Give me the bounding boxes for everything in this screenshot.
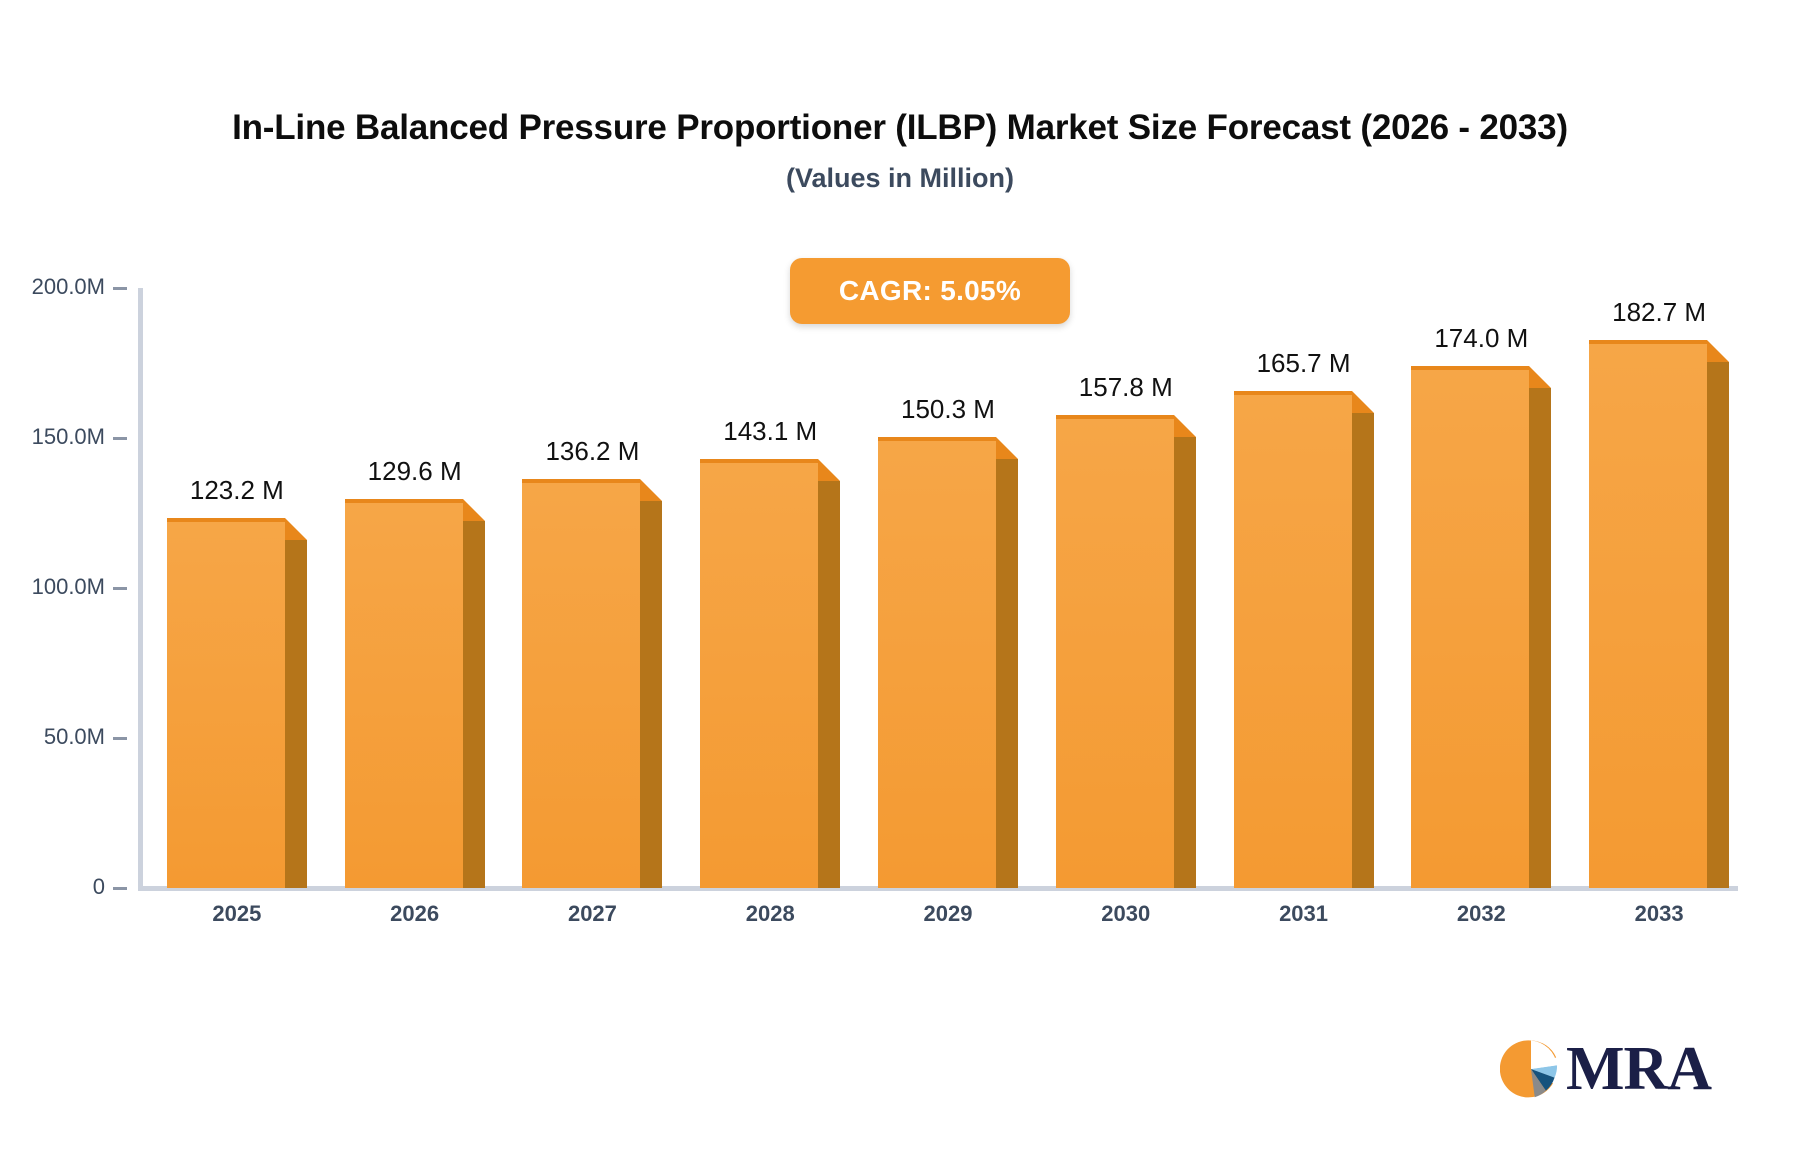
y-axis-tick-mark <box>113 437 127 440</box>
cagr-badge: CAGR: 5.05% <box>790 258 1070 324</box>
bar-front-face <box>878 437 996 888</box>
y-axis-tick-mark <box>113 887 127 890</box>
y-axis-tick-label: 100.0M <box>31 574 105 599</box>
bar-value-label: 136.2 M <box>545 436 640 467</box>
bar-top-face <box>818 458 841 481</box>
y-axis-tick-label: 200.0M <box>31 274 105 299</box>
bar-top-face <box>1351 390 1374 413</box>
bar-side-face <box>462 521 485 888</box>
y-axis-tick-label: 50.0M <box>43 724 105 749</box>
bar-front-face <box>1233 390 1352 888</box>
bar-2032[interactable]: 174.0 M <box>1411 323 1552 888</box>
x-axis-tick-label-2026: 2026 <box>390 901 440 926</box>
plot-area: 123.2 M 129.6 M 136.2 M 143.1 M 150.3 M 157.8… <box>138 288 1738 888</box>
bar-value-label: 150.3 M <box>901 394 995 425</box>
bar-side-face <box>284 540 307 888</box>
y-axis-tick-mark <box>113 287 127 290</box>
bar-2031[interactable]: 165.7 M <box>1233 348 1374 888</box>
mra-logo: MRA <box>1500 1035 1712 1103</box>
x-axis-tick-label-2025: 2025 <box>212 901 262 926</box>
bar-2025[interactable]: 123.2 M <box>166 475 307 888</box>
bar-front-face <box>522 479 641 888</box>
bar-2029[interactable]: 150.3 M <box>878 394 1018 888</box>
x-axis-tick-label-2027: 2027 <box>567 901 617 926</box>
bar-top-face <box>1173 414 1196 437</box>
bar-front-face <box>700 458 819 888</box>
bar-front-face <box>344 499 463 888</box>
bar-top-face <box>284 518 307 541</box>
x-axis-tick-label-2032: 2032 <box>1456 901 1506 926</box>
bar-side-face <box>818 480 841 888</box>
bar-side-face <box>1173 436 1196 888</box>
bar-top-face <box>462 499 485 522</box>
bar-front-face <box>1411 366 1530 888</box>
bar-front-face <box>1589 339 1708 888</box>
bar-2028[interactable]: 143.1 M <box>700 416 841 888</box>
bar-side-face <box>996 459 1018 888</box>
bar-side-face <box>640 501 663 888</box>
bar-value-label: 157.8 M <box>1078 371 1173 402</box>
bar-top-face <box>996 437 1018 460</box>
bar-value-label: 143.1 M <box>723 415 818 446</box>
bar-top-face <box>1529 366 1552 388</box>
bar-value-label: 174.0 M <box>1434 323 1529 353</box>
bar-side-face <box>1351 412 1374 888</box>
bar-2033[interactable]: 182.7 M <box>1589 297 1730 888</box>
y-axis-tick-label: 0 <box>92 874 105 899</box>
bar-2026[interactable]: 129.6 M <box>344 456 485 888</box>
bar-2027[interactable]: 136.2 M <box>522 436 663 888</box>
chart-title: In-Line Balanced Pressure Proportioner (… <box>232 108 1568 147</box>
y-axis-tick-label: 150.0M <box>31 424 105 449</box>
bar-value-label: 165.7 M <box>1256 347 1351 378</box>
x-axis-line <box>138 886 1738 891</box>
bar-top-face <box>640 479 663 502</box>
x-axis-tick-label-2033: 2033 <box>1634 901 1684 926</box>
y-axis-line <box>138 288 143 888</box>
bar-value-label: 182.7 M <box>1612 296 1707 327</box>
cagr-badge-label: CAGR: 5.05% <box>838 275 1022 306</box>
bar-value-label: 123.2 M <box>189 475 284 506</box>
x-axis-tick-label-2031: 2031 <box>1279 901 1329 926</box>
x-axis-tick-label-2029: 2029 <box>923 901 973 926</box>
bar-side-face <box>1529 388 1552 888</box>
x-axis-tick-label-2028: 2028 <box>745 901 795 926</box>
bar-value-label: 129.6 M <box>367 456 462 487</box>
bar-front-face <box>166 518 285 888</box>
y-axis-tick-mark <box>113 737 127 740</box>
y-axis-tick-mark <box>113 587 127 590</box>
logo-text: MRA <box>1566 1035 1712 1103</box>
bar-top-face <box>1707 339 1730 362</box>
chart-subtitle: (Values in Million) <box>785 163 1015 193</box>
x-axis-tick-label-2030: 2030 <box>1101 901 1151 926</box>
bar-2030[interactable]: 157.8 M <box>1055 372 1196 888</box>
pie-chart-icon <box>1500 1040 1558 1098</box>
bar-side-face <box>1707 361 1730 888</box>
bar-front-face <box>1055 414 1174 888</box>
